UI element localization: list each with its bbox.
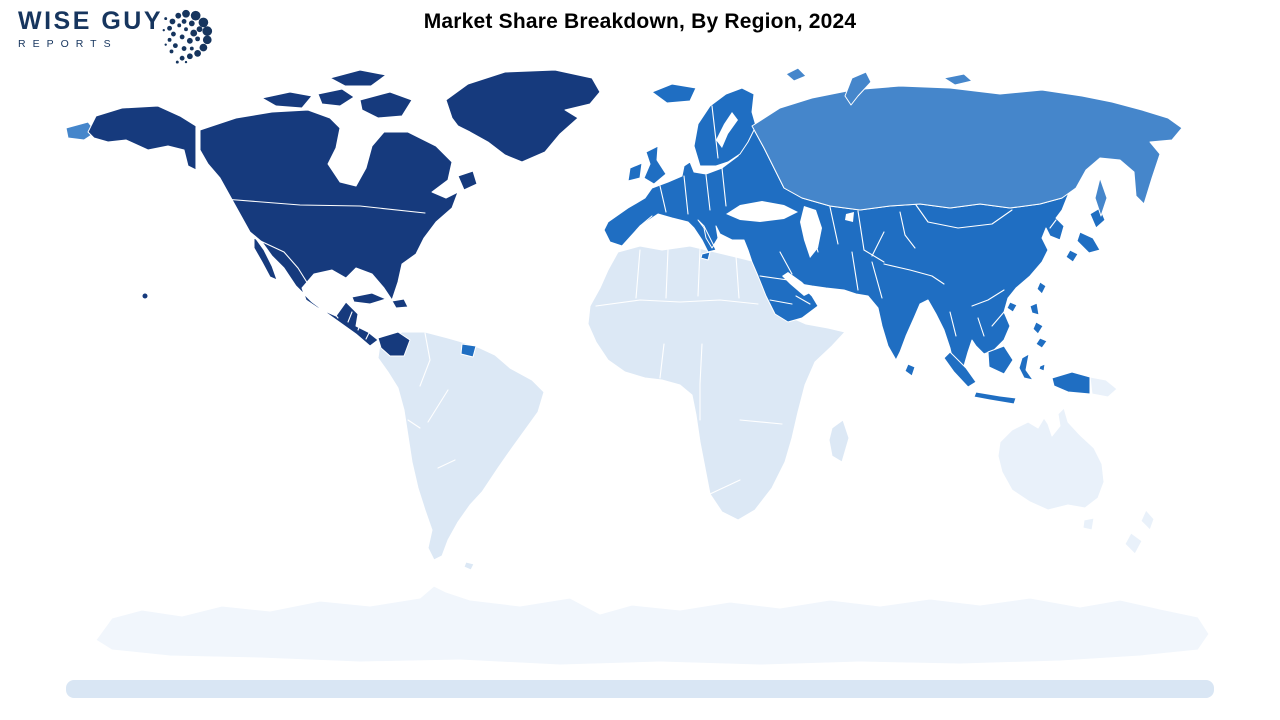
country-shape-japan-kyushu <box>1065 249 1079 263</box>
border-central-asia <box>829 206 916 257</box>
border-sahel <box>595 299 759 307</box>
island-shape-moluccas <box>1038 363 1046 372</box>
country-shape-iceland <box>651 83 697 104</box>
country-shape-japan-honshu <box>1076 231 1101 254</box>
border-south-america-1 <box>419 332 431 387</box>
island-shape-west-new-guinea <box>1051 371 1091 395</box>
border-central-america <box>329 307 371 340</box>
island-shape-novaya-zemlya <box>844 71 872 106</box>
country-shape-alaska <box>87 105 197 171</box>
country-shape-chukotka-wrap <box>65 121 97 141</box>
country-shape-australia <box>997 407 1105 511</box>
country-shape-tasmania <box>1082 517 1095 531</box>
region-north-america <box>87 69 601 357</box>
country-shape-united-kingdom <box>643 145 667 185</box>
logo-text: WISE GUY REPORTS <box>18 7 164 50</box>
island-shape-victoria <box>261 91 313 109</box>
region-europe-asia-pacific <box>460 83 1106 405</box>
border-turkey-iran <box>779 229 819 275</box>
country-shape-french-guiana <box>460 343 477 358</box>
island-shape-svalbard <box>785 67 807 82</box>
border-scandinavia <box>711 105 719 159</box>
region-northern-asia <box>65 67 1183 217</box>
region-antarctica-band <box>66 680 1214 698</box>
island-shape-sakhalin <box>1094 177 1108 217</box>
border-south-america-2 <box>407 389 456 469</box>
region-oceania <box>997 376 1155 555</box>
border-us-canada <box>223 198 426 214</box>
island-shape-falklands <box>463 561 475 571</box>
sea-overlays <box>716 112 854 296</box>
sea-shape-aral-sea <box>845 212 854 222</box>
border-central-africa <box>659 343 783 495</box>
island-shape-java <box>973 391 1017 405</box>
island-shape-newfoundland <box>457 170 478 191</box>
island-shape-sicily <box>700 251 711 261</box>
border-north-africa <box>635 248 740 299</box>
border-arabia <box>759 275 811 305</box>
border-himalaya <box>883 263 945 285</box>
border-us-mexico <box>253 237 309 285</box>
border-iran-pakistan <box>851 249 885 299</box>
country-shape-baja-california <box>253 235 278 281</box>
island-shape-sri-lanka <box>904 363 916 377</box>
sea-shape-persian-gulf <box>782 272 812 296</box>
country-shape-colombia <box>377 331 411 357</box>
island-shape-hainan <box>1006 301 1018 313</box>
border-western-europe <box>639 167 727 227</box>
country-shape-philippines-luzon <box>1029 302 1040 316</box>
country-shape-antarctica <box>95 585 1210 666</box>
island-shape-cuba <box>351 292 387 305</box>
wise-guy-reports-logo: WISE GUY REPORTS <box>18 7 215 64</box>
antarctica-bottom-band <box>66 680 1214 698</box>
logo-wordmark: WISE GUY <box>18 7 164 35</box>
island-shape-new-siberian <box>943 73 973 86</box>
country-shape-greenland <box>445 69 601 163</box>
country-shape-russia <box>751 85 1183 211</box>
logo-subtitle: REPORTS <box>18 37 118 50</box>
island-shape-hawaii <box>142 293 148 299</box>
country-borders <box>195 105 1057 495</box>
border-korea <box>1049 219 1057 229</box>
continent-shape-south-america <box>377 331 545 561</box>
logo-dots <box>162 9 213 64</box>
island-shape-borneo <box>987 345 1014 375</box>
island-shape-madagascar <box>828 419 850 463</box>
country-shape-new-zealand-south <box>1124 532 1143 555</box>
border-china-indochina <box>949 289 1005 337</box>
island-shape-sulawesi <box>1018 353 1034 381</box>
island-shape-taiwan <box>1036 281 1047 295</box>
country-shape-philippines-mindanao <box>1035 337 1048 349</box>
region-antarctica <box>95 585 1210 666</box>
island-shape-hispaniola <box>391 298 409 309</box>
island-shape-ellesmere <box>329 69 387 87</box>
island-shape-baffin <box>359 91 413 119</box>
page-title: Market Share Breakdown, By Region, 2024 <box>423 10 857 33</box>
country-shape-philippines-visayas <box>1032 321 1044 335</box>
landmass-shape-north-america <box>199 109 459 347</box>
border-mongolia <box>915 204 1013 229</box>
island-shape-sumatra <box>943 351 977 388</box>
sea-shape-gulf-of-bothnia <box>716 112 738 148</box>
sea-shape-black-sea <box>726 201 798 222</box>
island-shape-arctic-archipelago <box>317 88 355 107</box>
logo-dotted-head-icon <box>162 9 213 64</box>
country-shape-papua-new-guinea <box>1089 376 1118 398</box>
country-shape-new-zealand-north <box>1140 509 1155 531</box>
country-shape-ireland <box>627 162 643 182</box>
